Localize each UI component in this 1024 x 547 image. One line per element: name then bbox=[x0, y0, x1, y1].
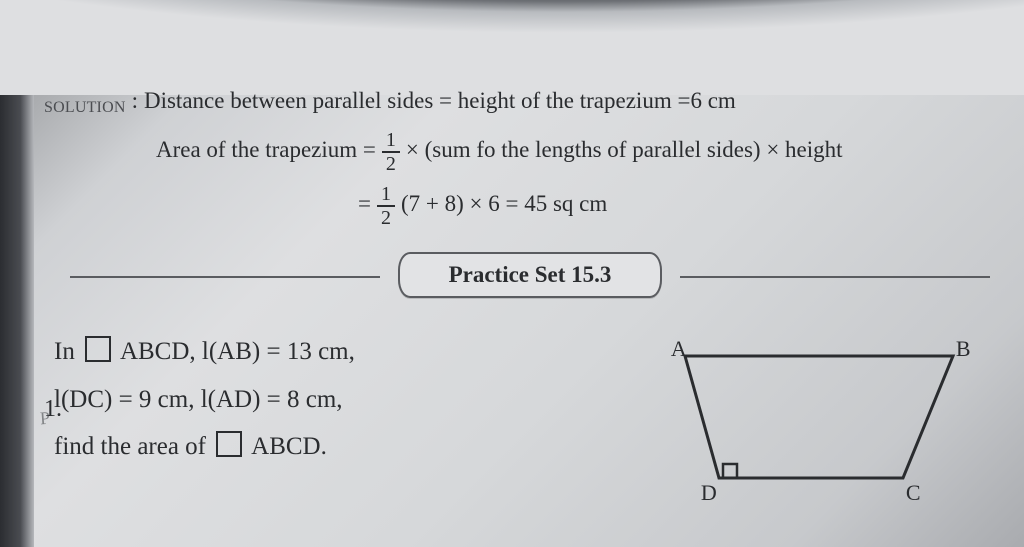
fraction-half-2: 1 2 bbox=[377, 184, 395, 228]
fraction-half-1: 1 2 bbox=[382, 130, 400, 174]
content-area: solution : Distance between parallel sid… bbox=[58, 88, 1002, 518]
exercise-line2: l(DC) = 9 cm, l(AD) = 8 cm, bbox=[54, 386, 343, 413]
vertex-label-d: D bbox=[701, 480, 717, 506]
exercise-line1-a: In bbox=[54, 338, 81, 365]
exercise-line1-b: ABCD, l(AB) = 13 cm, bbox=[120, 338, 355, 365]
fraction-denominator: 2 bbox=[386, 153, 396, 174]
quadrilateral-symbol-1 bbox=[85, 336, 111, 362]
formula-tail: × (sum fo the lengths of parallel sides)… bbox=[406, 137, 843, 163]
vertex-label-c: C bbox=[906, 480, 921, 506]
practice-set-divider: Practice Set 15.3 bbox=[100, 252, 960, 298]
solution-line-1: solution : Distance between parallel sid… bbox=[58, 88, 1002, 114]
rule-left bbox=[70, 276, 380, 278]
distance-text: Distance between parallel sides = height… bbox=[144, 88, 690, 114]
quadrilateral-symbol-2 bbox=[216, 431, 242, 457]
area-text: Area of the trapezium = bbox=[156, 137, 376, 163]
right-angle-icon bbox=[723, 464, 737, 478]
colon: : bbox=[132, 88, 138, 114]
fraction-denominator-2: 2 bbox=[381, 207, 391, 228]
trapezium-figure: A B C D bbox=[623, 328, 1002, 518]
trapezium-polygon bbox=[685, 356, 953, 478]
calc-result: (7 + 8) × 6 = 45 sq cm bbox=[401, 191, 607, 217]
exercise-line3-b: ABCD. bbox=[251, 433, 327, 460]
question-number: 1. bbox=[44, 396, 62, 423]
solution-label: solution bbox=[44, 92, 126, 118]
page-curl bbox=[0, 0, 1024, 95]
page: solution : Distance between parallel sid… bbox=[0, 0, 1024, 547]
height-value: 6 cm bbox=[690, 88, 735, 114]
exercise-text: In ABCD, l(AB) = 13 cm, l(DC) = 9 cm, l(… bbox=[54, 328, 613, 518]
exercise-line3-a: find the area of bbox=[54, 433, 212, 460]
fraction-numerator-2: 1 bbox=[377, 184, 395, 207]
exercise-1: In ABCD, l(AB) = 13 cm, l(DC) = 9 cm, l(… bbox=[58, 328, 1002, 518]
practice-set-pill: Practice Set 15.3 bbox=[398, 252, 662, 298]
book-spine bbox=[0, 0, 34, 547]
fraction-numerator: 1 bbox=[382, 130, 400, 153]
rule-right bbox=[680, 276, 990, 278]
vertex-label-b: B bbox=[956, 336, 971, 362]
equals: = bbox=[358, 191, 371, 217]
solution-line-3: = 1 2 (7 + 8) × 6 = 45 sq cm bbox=[58, 182, 1002, 226]
practice-set-title: Practice Set 15.3 bbox=[449, 262, 612, 288]
solution-line-2: Area of the trapezium = 1 2 × (sum fo th… bbox=[58, 128, 1002, 172]
vertex-label-a: A bbox=[671, 336, 687, 362]
